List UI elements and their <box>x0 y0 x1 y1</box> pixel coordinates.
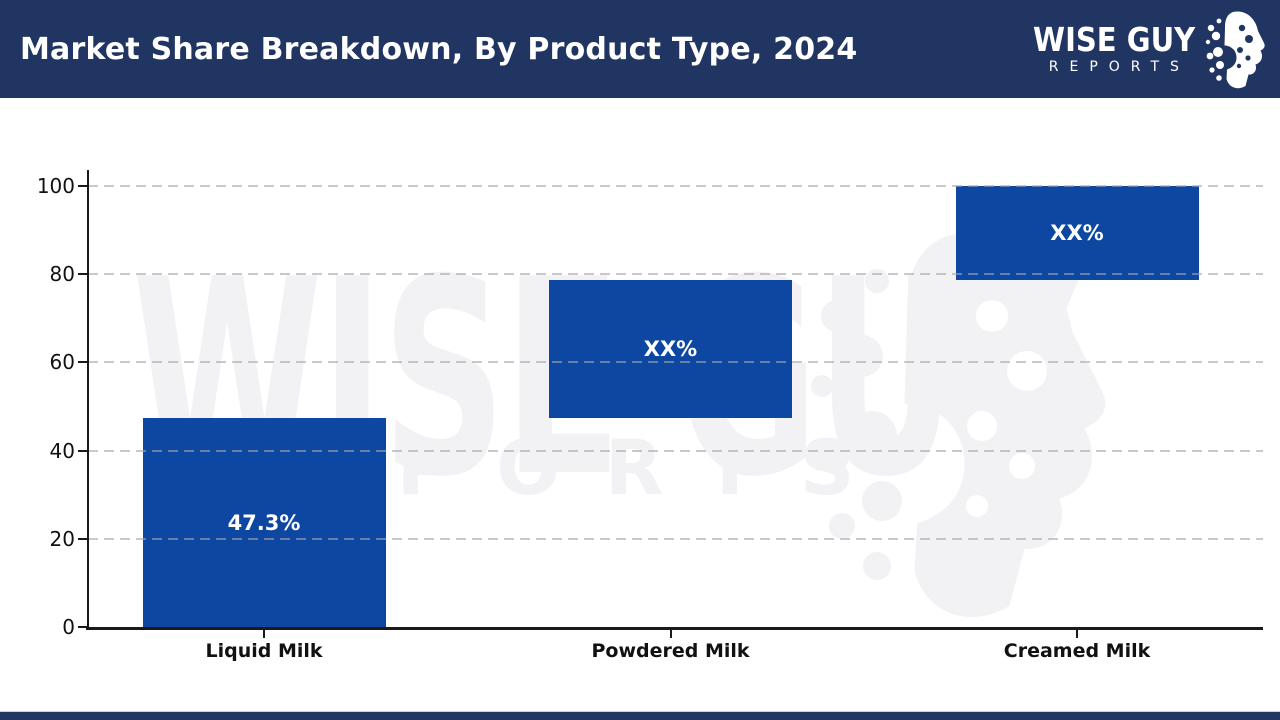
x-axis-line <box>86 627 1263 630</box>
x-tick <box>669 630 672 638</box>
x-category-label: Creamed Milk <box>1003 640 1151 662</box>
bar-powdered-milk <box>549 280 792 419</box>
y-tick <box>78 185 87 187</box>
header-bar: Market Share Breakdown, By Product Type,… <box>0 0 1280 98</box>
wise-guy-reports-logo: WISE GUY REPORTS <box>1022 8 1266 90</box>
bar-value-label: XX% <box>1050 221 1104 246</box>
gridline-20 <box>88 537 1263 540</box>
y-tick-label: 40 <box>49 438 75 463</box>
bar-value-label: XX% <box>643 337 698 362</box>
x-category-label: Liquid Milk <box>205 640 323 662</box>
x-category-label: Powdered Milk <box>591 640 750 662</box>
y-tick <box>78 537 87 540</box>
bar-value-label: 47.3% <box>227 510 301 535</box>
gridline-60 <box>88 361 1263 364</box>
gridline-40 <box>88 449 1263 452</box>
x-tick <box>1076 630 1078 638</box>
dotted-head-profile-icon <box>1205 11 1265 89</box>
y-tick <box>78 273 87 276</box>
y-tick-label: 0 <box>62 615 75 639</box>
y-tick-label: 80 <box>49 262 75 287</box>
y-tick <box>78 626 87 628</box>
gridline-100 <box>88 185 1263 187</box>
logo-text: WISE GUY REPORTS <box>1022 23 1206 75</box>
y-tick <box>78 449 87 452</box>
chart-title: Market Share Breakdown, By Product Type,… <box>20 31 858 67</box>
y-tick-label: 20 <box>49 526 75 551</box>
y-tick <box>78 361 87 364</box>
y-tick-label: 60 <box>49 350 75 375</box>
chart-area: WISE GUY REPORTS 47.3% XX% XX% 0 20 40 60 80 100… <box>0 98 1280 711</box>
x-tick <box>263 630 265 638</box>
y-axis-line <box>87 170 89 629</box>
logo-subtitle: REPORTS <box>1048 58 1190 75</box>
logo-wordmark: WISE GUY <box>1032 20 1195 60</box>
gridline-80 <box>88 273 1263 276</box>
y-tick-label: 100 <box>36 174 75 198</box>
bar-creamed-milk <box>955 186 1199 281</box>
bar-liquid-milk <box>142 418 386 627</box>
watermark-dotted-head-icon <box>811 233 1106 618</box>
footer-bar <box>0 711 1280 720</box>
